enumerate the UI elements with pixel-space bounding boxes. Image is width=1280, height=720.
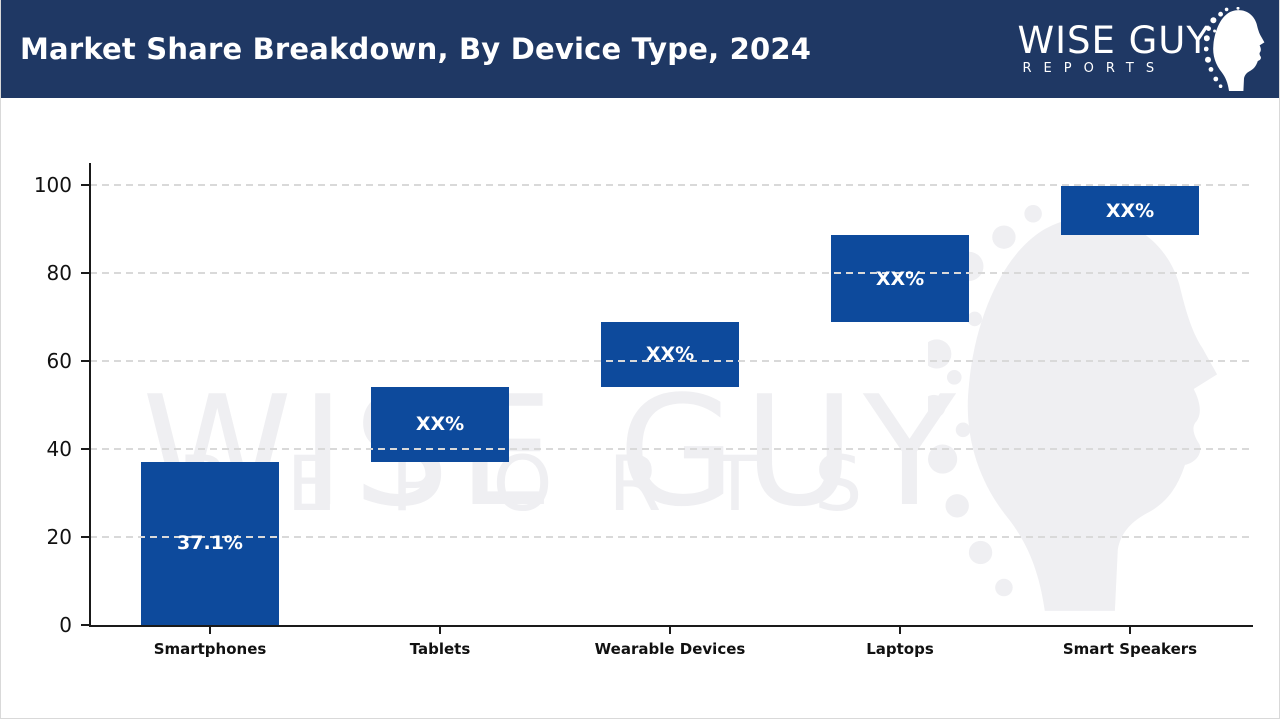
x-category-label: Smartphones (153, 640, 267, 658)
x-tick-mark (899, 627, 901, 634)
y-axis-line (89, 163, 91, 627)
x-category-label: Wearable Devices (594, 640, 746, 658)
bar-laptops (831, 235, 969, 322)
x-category-label: Laptops (866, 640, 934, 658)
bar-value-label: XX% (1105, 199, 1155, 222)
logo-text: WISE GUY REPORTS (1017, 18, 1210, 77)
y-tick-label: 0 (59, 613, 72, 637)
bar-wearable-devices (601, 321, 739, 387)
wise-guy-reports-logo: WISE GUY REPORTS (1018, 7, 1266, 91)
y-tick-label: 60 (46, 349, 72, 373)
x-category-label: Tablets (409, 640, 471, 658)
y-tick-mark (81, 184, 89, 186)
logo-reports-label: REPORTS (1022, 61, 1167, 77)
y-tick-mark (81, 536, 89, 538)
x-tick-mark (439, 627, 441, 634)
y-tick-mark (81, 624, 89, 626)
logo-dotted-face-icon (1204, 7, 1265, 91)
bar-smartphones (141, 461, 279, 625)
watermark-text-reports: REPORTS (178, 439, 919, 528)
chart-title: Market Share Breakdown, By Device Type, … (20, 32, 812, 66)
x-tick-mark (669, 627, 671, 634)
y-tick-label: 80 (46, 261, 72, 285)
y-tick-label: 100 (33, 173, 72, 197)
bar-value-label: XX% (875, 267, 925, 290)
y-tick-label: 20 (46, 525, 72, 549)
bar-value-label: XX% (415, 413, 465, 436)
watermark-dotted-face (928, 202, 1218, 611)
x-tick-mark (1129, 627, 1131, 634)
bar-smart-speakers (1061, 185, 1199, 236)
y-tick-label: 40 (46, 437, 72, 461)
x-axis-line (89, 625, 1253, 627)
bar-value-label: 37.1% (177, 532, 243, 555)
y-tick-mark (81, 360, 89, 362)
x-tick-mark (209, 627, 211, 634)
logo-wiseguy-label: WISE GUY (1017, 18, 1210, 62)
x-category-label: Smart Speakers (1062, 640, 1198, 658)
y-tick-mark (81, 448, 89, 450)
bar-value-label: XX% (645, 343, 695, 366)
header-bar: Market Share Breakdown, By Device Type, … (0, 0, 1280, 98)
y-tick-mark (81, 272, 89, 274)
plot-area: WISE GUY REPORTS 0 20 40 60 80 100 37.1% Smartp… (0, 98, 1280, 720)
